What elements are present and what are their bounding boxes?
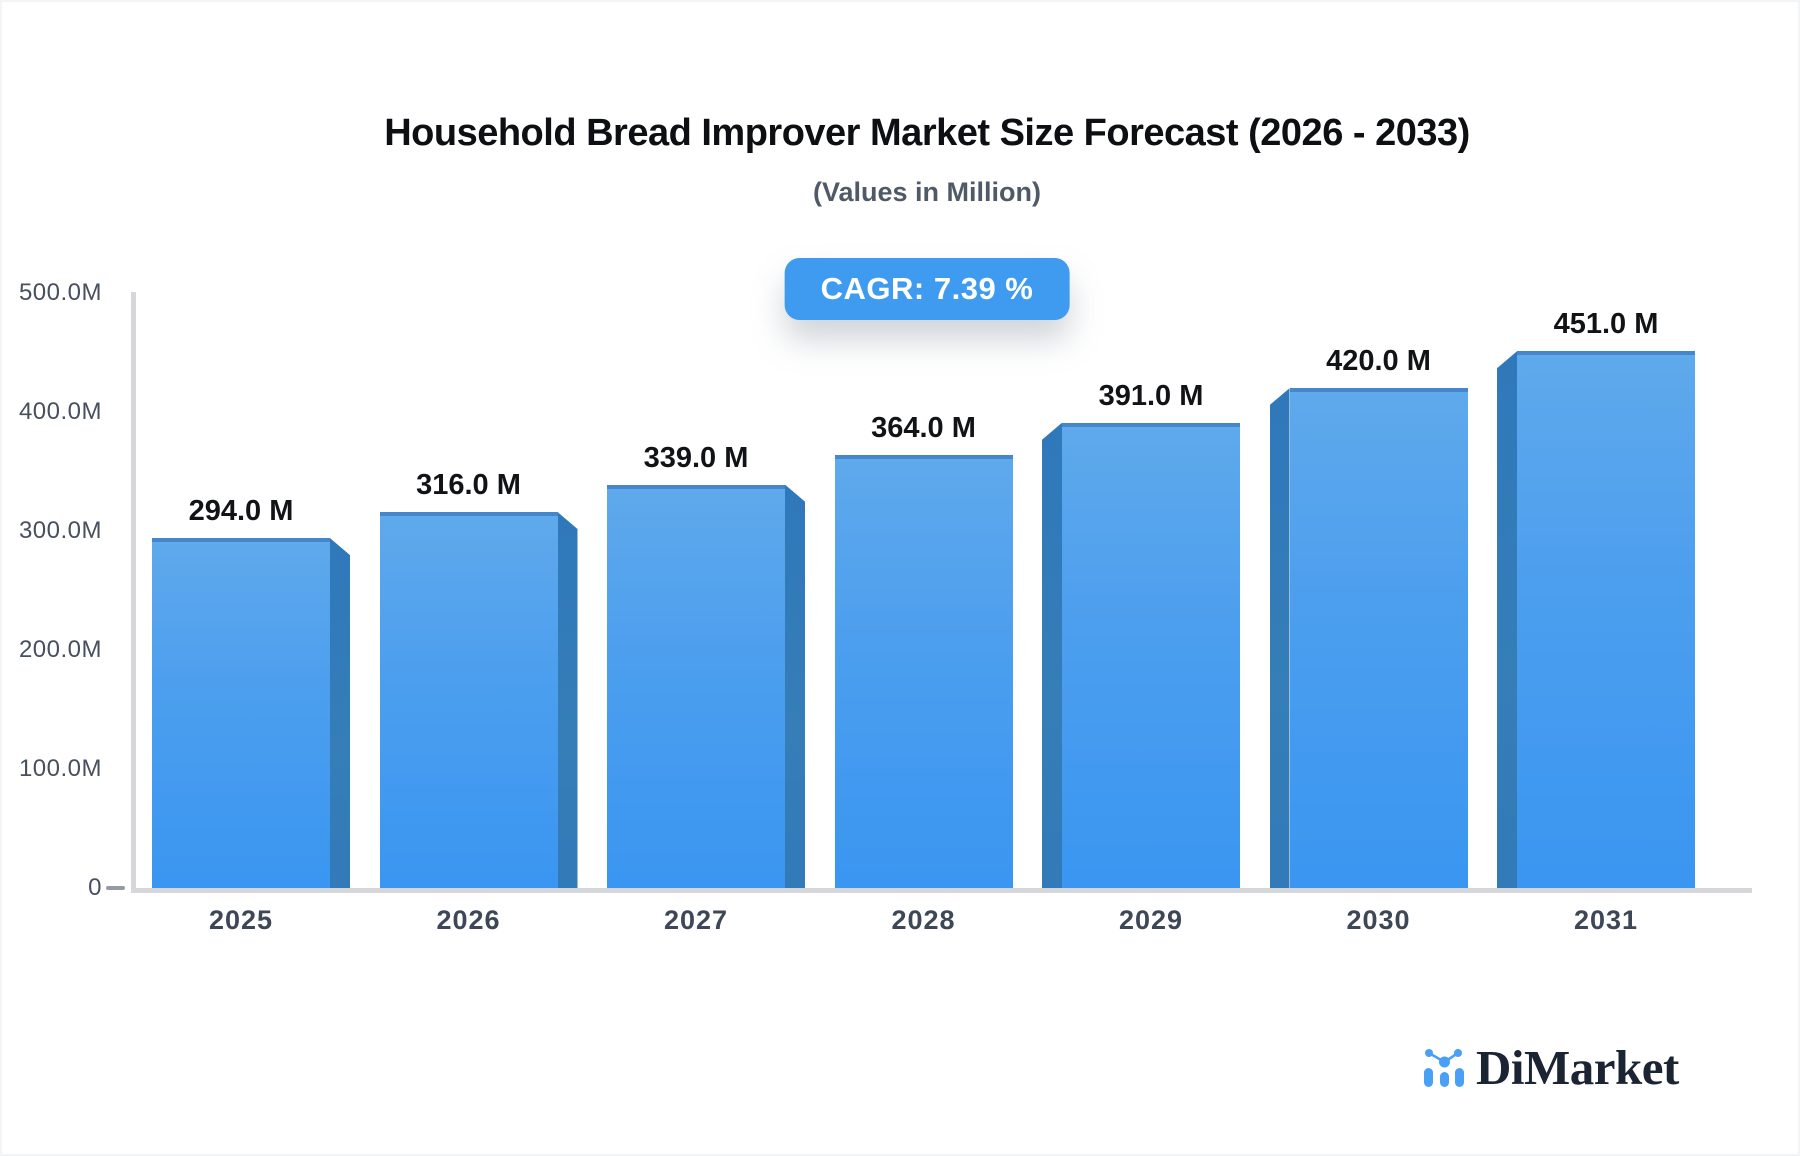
- dimarket-logo: DiMarket: [1416, 1040, 1679, 1096]
- y-axis-tick-label: 300.0M: [18, 517, 102, 544]
- bar-value-label: 339.0 M: [643, 441, 749, 474]
- dimarket-logo-icon: [1424, 1049, 1464, 1087]
- y-axis-tick-label: 400.0M: [18, 398, 102, 425]
- bar-3d-side: [1497, 351, 1517, 888]
- brand-name: DiMarket: [1476, 1040, 1679, 1095]
- x-axis-label-2029: 2029: [1118, 905, 1184, 935]
- x-axis-label-2025: 2025: [208, 905, 274, 935]
- x-axis-label-2030: 2030: [1346, 905, 1411, 935]
- x-axis-label-2027: 2027: [663, 905, 729, 935]
- x-axis-line: [131, 888, 1752, 893]
- y-axis-tick-label: 0: [88, 874, 102, 901]
- bar-3d-side: [785, 484, 805, 888]
- bar-2030: [1289, 388, 1468, 888]
- y-axis-zero-tick: [106, 886, 125, 890]
- bar-2025: [152, 538, 330, 888]
- bar-3d-side: [1269, 388, 1290, 888]
- bar-2028: [834, 454, 1013, 888]
- chart-header: Household Bread Improver Market Size For…: [52, 112, 1798, 208]
- bar-value-label: 316.0 M: [416, 468, 521, 501]
- y-axis-tick-label: 500.0M: [18, 279, 102, 306]
- bar-value-label: 391.0 M: [1098, 379, 1204, 412]
- bar-2027: [607, 484, 785, 888]
- bar-2026: [379, 511, 558, 888]
- bar-value-label: 451.0 M: [1553, 308, 1659, 341]
- x-axis-label-2026: 2026: [436, 905, 501, 935]
- cagr-badge: CAGR: 7.39 %: [784, 258, 1070, 320]
- bar-value-label: 364.0 M: [871, 411, 976, 444]
- bar-value-label: 294.0 M: [188, 495, 294, 528]
- y-axis-line: [131, 292, 136, 893]
- x-axis-label-2028: 2028: [891, 905, 956, 935]
- y-axis-tick-label: 100.0M: [18, 755, 102, 782]
- bar-3d-side: [330, 538, 350, 888]
- bar-3d-side: [557, 511, 578, 888]
- bar-2029: [1062, 422, 1240, 888]
- bar-value-label: 420.0 M: [1326, 345, 1431, 378]
- bar-3d-side: [1042, 422, 1062, 888]
- x-axis-label-2031: 2031: [1573, 905, 1639, 935]
- chart-title: Household Bread Improver Market Size For…: [384, 112, 1470, 154]
- y-axis-tick-label: 200.0M: [18, 636, 102, 663]
- bar-2031: [1517, 351, 1695, 888]
- chart-subtitle: (Values in Million): [812, 177, 1042, 207]
